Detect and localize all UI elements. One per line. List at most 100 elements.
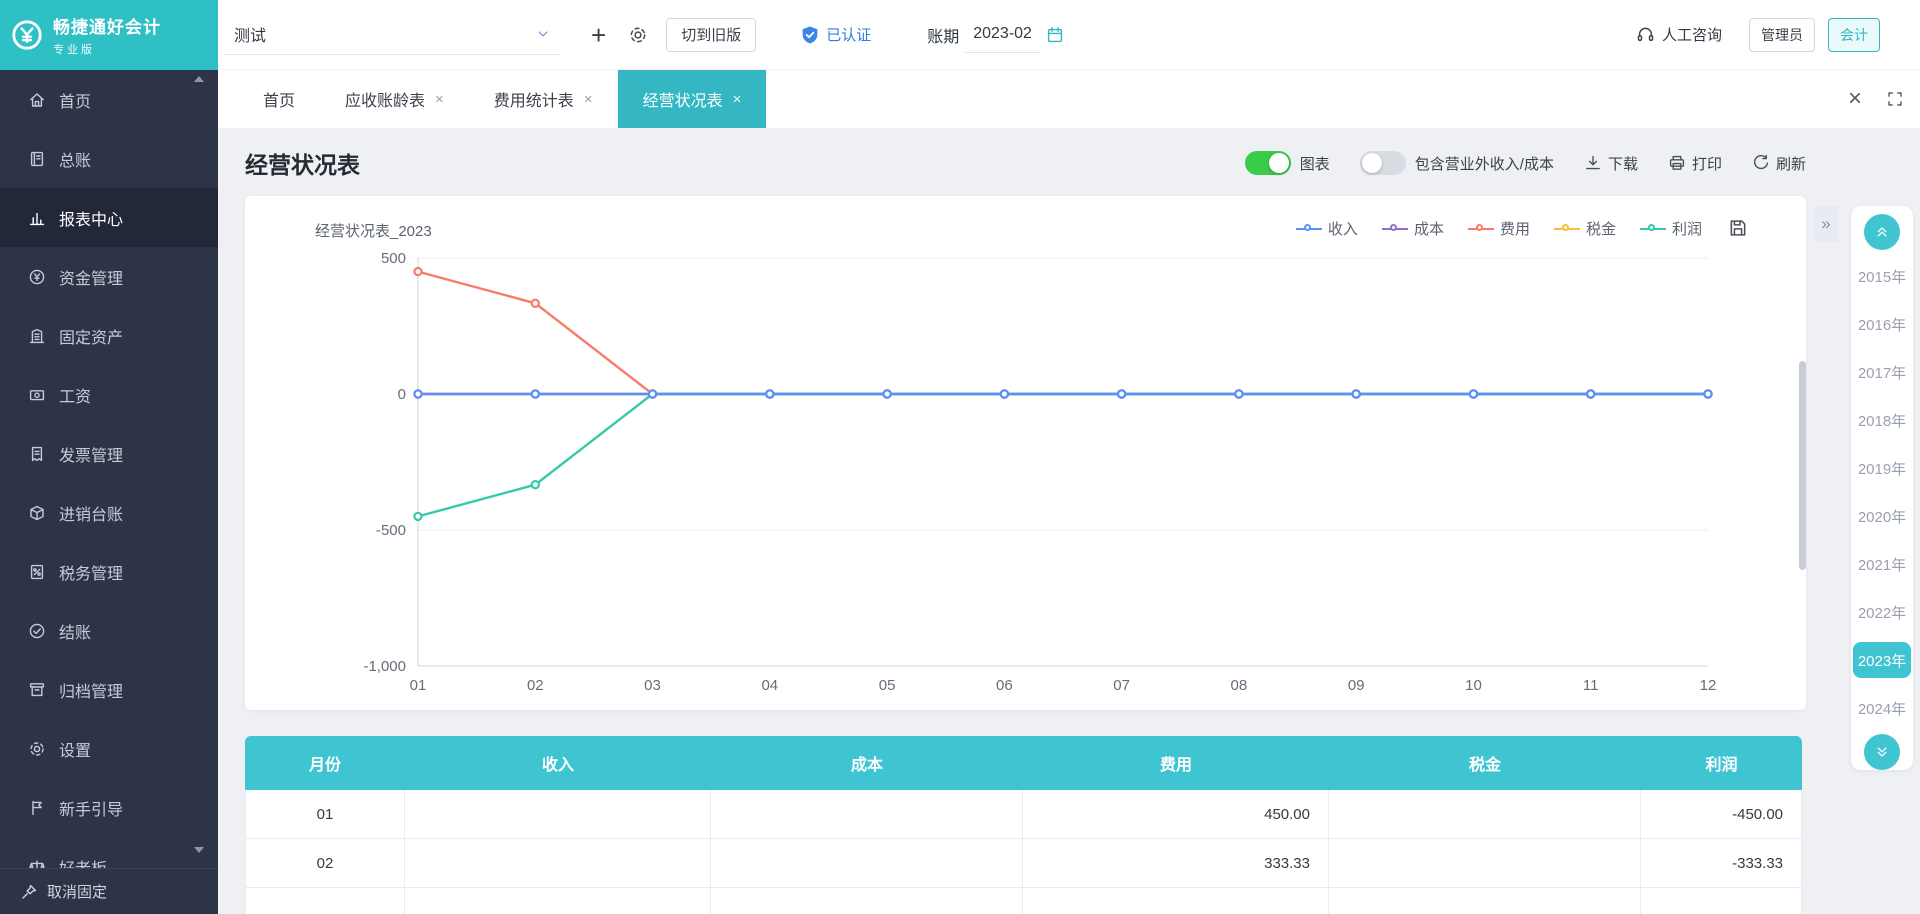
tab-close-icon[interactable]: × [583,90,593,108]
sidebar-item-5[interactable]: 工资 [0,365,218,424]
sidebar-menu: 首页总账报表中心 资金管理固定资产工资发票管理 进销台账 税务管理 结账 归档管理 设置 新手… [0,70,218,868]
table-cell [245,888,405,914]
admin-button[interactable]: 管理员 [1749,17,1815,52]
sidebar-item-8[interactable]: 税务管理 [0,542,218,601]
scrollbar-thumb[interactable] [1799,361,1806,570]
legend-item-4[interactable]: 利润 [1639,218,1702,239]
support-button[interactable]: 人工咨询 [1636,24,1722,45]
period-value[interactable]: 2023-02 [965,16,1040,53]
tab-1[interactable]: 应收账龄表 × [320,70,469,128]
table-header-row: 月份 收入 成本 费用 税金 利润 [245,736,1802,790]
gear-icon [628,25,648,45]
sidebar-item-1[interactable]: 总账 [0,129,218,188]
unpin-button[interactable]: 取消固定 [0,868,218,914]
close-tab-button[interactable]: × [1847,85,1862,112]
svg-text:0: 0 [398,386,406,403]
tab-0[interactable]: 首页 [238,70,320,128]
legend-item-3[interactable]: 税金 [1553,218,1616,239]
year-item[interactable]: 2021年 [1857,556,1907,574]
refresh-button[interactable]: 刷新 [1752,153,1806,174]
certified-badge[interactable]: 已认证 [800,24,871,45]
sidebar-item-6[interactable]: 发票管理 [0,424,218,483]
tab-close-icon[interactable]: × [435,90,444,108]
year-item[interactable]: 2016年 [1857,316,1907,334]
year-item[interactable]: 2018年 [1857,412,1907,430]
sidebar-scroll-up-icon[interactable] [194,76,204,82]
sidebar-item-9[interactable]: 结账 [0,601,218,660]
year-item[interactable]: 2015年 [1857,268,1907,286]
inventory-icon [28,504,46,522]
legend-item-0[interactable]: 收入 [1295,218,1358,239]
legend-item-2[interactable]: 费用 [1467,218,1530,239]
table-cell: 450.00 [1023,790,1329,839]
download-button[interactable]: 下载 [1584,153,1638,174]
year-item[interactable]: 2024年 [1857,700,1907,718]
sidebar-item-2[interactable]: 报表中心 [0,188,218,247]
fullscreen-icon[interactable] [1886,90,1904,108]
collapse-panel-handle[interactable]: » [1813,206,1839,242]
refresh-icon [1752,154,1770,172]
switch-old-version-button[interactable]: 切到旧版 [666,17,757,52]
company-select[interactable]: 测试 [224,15,561,55]
calendar-icon[interactable] [1046,26,1064,44]
tab-3[interactable]: 经营状况表 × [617,70,767,128]
app-title: 畅捷通好会计 [53,18,161,37]
table-header-cell: 利润 [1641,736,1802,790]
sidebar-item-label: 总账 [59,152,92,170]
sidebar-item-4[interactable]: 固定资产 [0,306,218,365]
save-image-button[interactable] [1728,218,1748,238]
year-item[interactable]: 2023年 [1853,642,1911,678]
toolbar-controls: 图表 包含营业外收入/成本 下载 打印 刷新 [1244,151,1806,175]
table-cell [1329,888,1641,914]
svg-text:500: 500 [381,250,406,267]
year-item[interactable]: 2019年 [1857,460,1907,478]
tabbar-right: × [1848,70,1904,128]
sidebar-item-label: 工资 [59,388,92,406]
sidebar-item-7[interactable]: 进销台账 [0,483,218,542]
scroll-years-down-button[interactable] [1864,734,1900,770]
year-item[interactable]: 2017年 [1857,364,1907,382]
sidebar-scroll-down-icon[interactable] [194,847,204,853]
sidebar-item-label: 固定资产 [59,329,124,347]
chart-toggle[interactable] [1244,151,1291,175]
table-row: 02 333.33 -333.33 [245,839,1802,888]
tab-close-icon[interactable]: × [732,90,742,108]
scroll-years-up-button[interactable] [1864,214,1900,250]
table-cell [405,839,711,888]
legend-item-1[interactable]: 成本 [1381,218,1444,239]
sidebar-item-12[interactable]: 新手引导 [0,778,218,837]
table-header-cell: 成本 [711,736,1023,790]
toggle-knob [1361,153,1382,173]
table-cell: -333.33 [1641,839,1802,888]
settings-gear-button[interactable] [628,25,648,45]
tab-2[interactable]: 费用统计表 × [469,70,618,128]
legend-marker-icon [1553,223,1580,234]
year-item[interactable]: 2020年 [1857,508,1907,526]
year-item[interactable]: 2022年 [1857,604,1907,622]
table-row [245,888,1802,914]
svg-text:09: 09 [1348,677,1365,694]
sidebar-item-13[interactable]: 好老板 [0,837,218,868]
headset-icon [1636,25,1655,44]
include-nonoperating-toggle[interactable] [1359,151,1406,175]
sidebar: 畅捷通好会计 专业版 首页 总账 报表中心 资金管理 固定资产 工资 发票管理 进销台账 税务管… [0,0,218,914]
double-chevron-right-icon: » [1821,214,1831,233]
accountant-role-button[interactable]: 会计 [1828,17,1880,52]
legend-marker-icon [1381,223,1408,234]
company-name: 测试 [234,28,267,45]
sidebar-item-3[interactable]: 资金管理 [0,247,218,306]
chart-title: 经营状况表_2023 [315,223,432,240]
table-cell: -450.00 [1641,790,1802,839]
sidebar-item-0[interactable]: 首页 [0,70,218,129]
table-cell [1023,888,1329,914]
sidebar-item-10[interactable]: 归档管理 [0,660,218,719]
double-chevron-up-icon [1874,224,1890,240]
guide-icon [28,799,46,817]
print-button[interactable]: 打印 [1668,153,1722,174]
sidebar-item-11[interactable]: 设置 [0,719,218,778]
legend-marker-icon [1639,223,1666,234]
add-account-set-button[interactable]: + [591,19,607,50]
chart-toggle-group: 图表 [1244,151,1330,175]
chart-card: 经营状况表_2023 收入 成本 费用 税金 利润 500 0 -500 -1,000 01 02… [245,196,1806,710]
svg-text:03: 03 [644,677,661,694]
